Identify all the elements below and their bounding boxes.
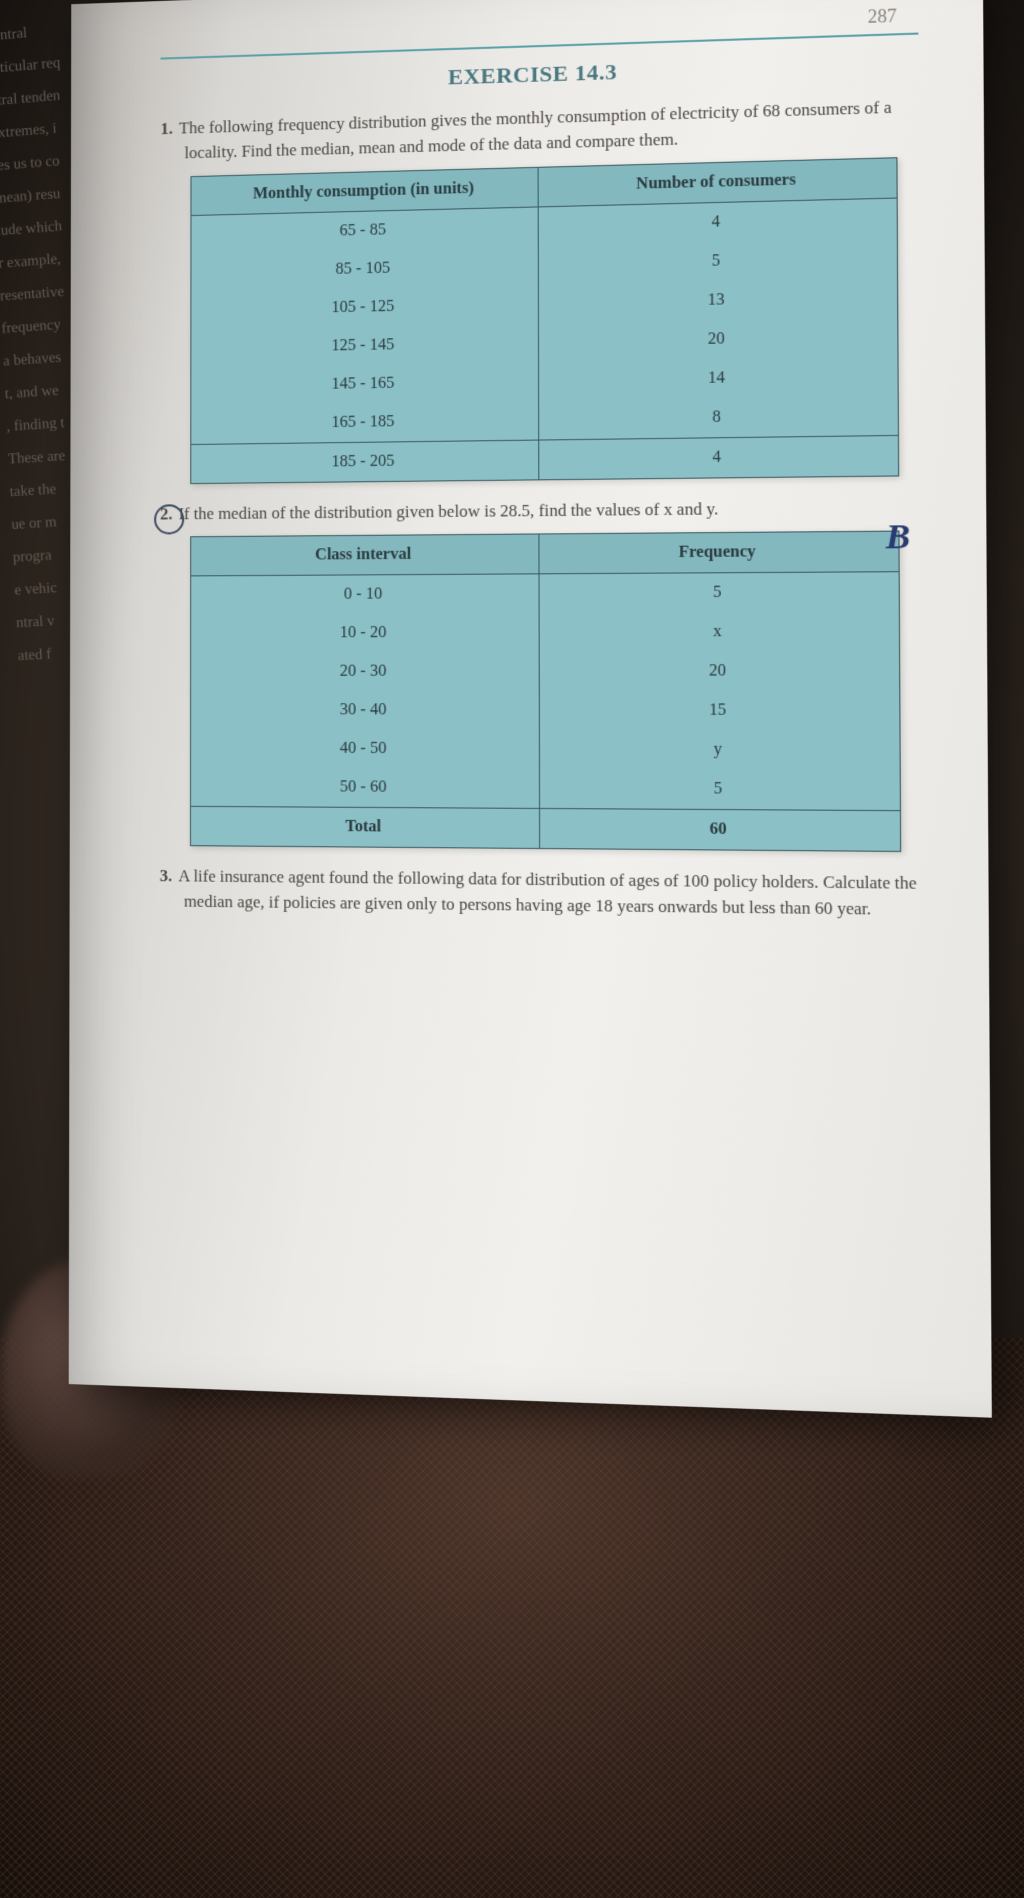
q2-table: Class interval Frequency 0 - 105 10 - 20… [190,531,901,852]
cell: 14 [538,356,898,401]
pen-circle-annotation [154,504,184,534]
q2-text: If the median of the distribution given … [179,499,719,523]
question-3: 3. A life insurance agent found the follo… [160,864,924,923]
q3-number: 3. [160,866,172,885]
cell: 20 [538,316,898,361]
cell: x [539,612,900,652]
cell: 125 - 145 [191,323,538,368]
q1-text: The following frequency distribution giv… [179,97,892,162]
q1-number: 1. [161,119,173,138]
q2-th-1: Class interval [191,534,539,576]
total-value: 60 [539,809,901,852]
cell: 4 [538,435,898,479]
cell: 13 [538,277,898,323]
q3-text: A life insurance agent found the followi… [178,866,916,918]
cell: 5 [538,572,899,614]
cell: y [539,730,900,770]
cell: 40 - 50 [191,730,539,770]
cell: 0 - 10 [191,574,539,615]
question-1: 1. The following frequency distribution g… [160,95,919,167]
cell: 145 - 165 [191,362,538,406]
q2-th-2: Frequency [538,531,899,574]
cell: 5 [539,769,901,811]
exercise-title: EXERCISE 14.3 [161,49,919,99]
cell: 30 - 40 [191,691,539,730]
total-label: Total [190,807,539,849]
cell: 165 - 185 [191,400,538,444]
cell: 8 [538,395,898,440]
q1-table: Monthly consumption (in units) Number of… [190,157,899,484]
cell: 15 [539,691,900,731]
cell: 50 - 60 [191,768,540,809]
cell: 185 - 205 [191,440,539,484]
question-2: 2.If the median of the distribution give… [160,494,921,526]
book-page: central articular req ntral tenden extre… [69,0,992,1418]
cell: 105 - 125 [191,284,538,329]
cell: 20 [539,652,900,692]
cell: 10 - 20 [191,613,539,653]
frag: ated f [17,634,138,673]
handwritten-b-annotation: B [886,517,911,557]
cell: 20 - 30 [191,652,539,691]
